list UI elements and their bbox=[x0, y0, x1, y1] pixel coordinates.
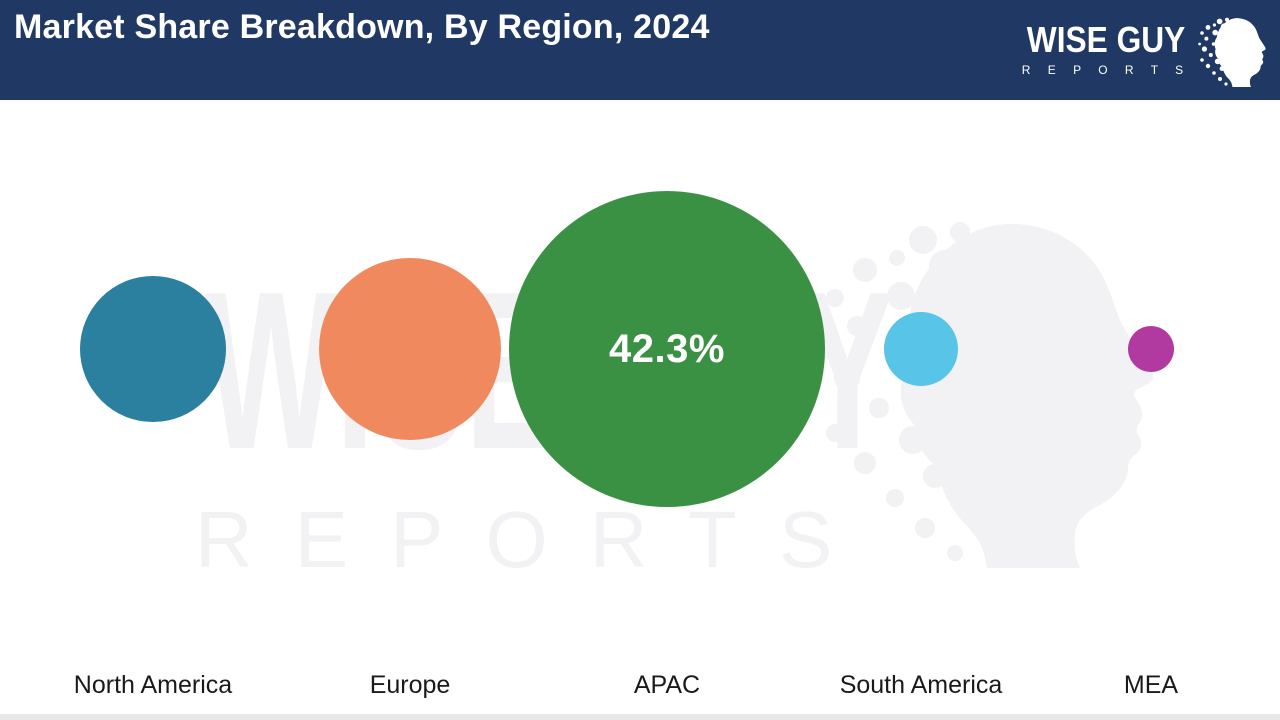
category-label-mea: MEA bbox=[1123, 671, 1179, 699]
bubble-south-america[interactable] bbox=[884, 312, 958, 386]
brand-head-profile-icon bbox=[1198, 17, 1266, 88]
page-title: Market Share Breakdown, By Region, 2024 bbox=[14, 8, 710, 46]
brand-logo-name: WISE GUY bbox=[1026, 19, 1186, 60]
bubble-mea[interactable] bbox=[1128, 326, 1174, 372]
brand-logo-text: WISE GUY R E P O R T S bbox=[1016, 19, 1196, 77]
category-label-north-america: North America bbox=[73, 671, 233, 699]
bubble-europe[interactable] bbox=[319, 258, 501, 440]
category-label-europe: Europe bbox=[369, 671, 451, 699]
bubble-apac[interactable]: 42.3% bbox=[509, 191, 825, 507]
brand-logo-tagline: R E P O R T S bbox=[1021, 63, 1191, 77]
footer-strip bbox=[0, 714, 1280, 720]
category-label-apac: APAC bbox=[633, 671, 701, 699]
bubble-value-label-apac: 42.3% bbox=[609, 326, 725, 371]
brand-logo: WISE GUY R E P O R T S bbox=[1022, 6, 1268, 96]
header-band: Market Share Breakdown, By Region, 2024 … bbox=[0, 0, 1280, 100]
category-label-south-america: South America bbox=[839, 671, 1003, 699]
bubble-north-america[interactable] bbox=[80, 276, 226, 422]
watermark-tagline-text: REPORTS bbox=[195, 495, 875, 584]
watermark-head-profile-icon bbox=[816, 222, 1153, 568]
